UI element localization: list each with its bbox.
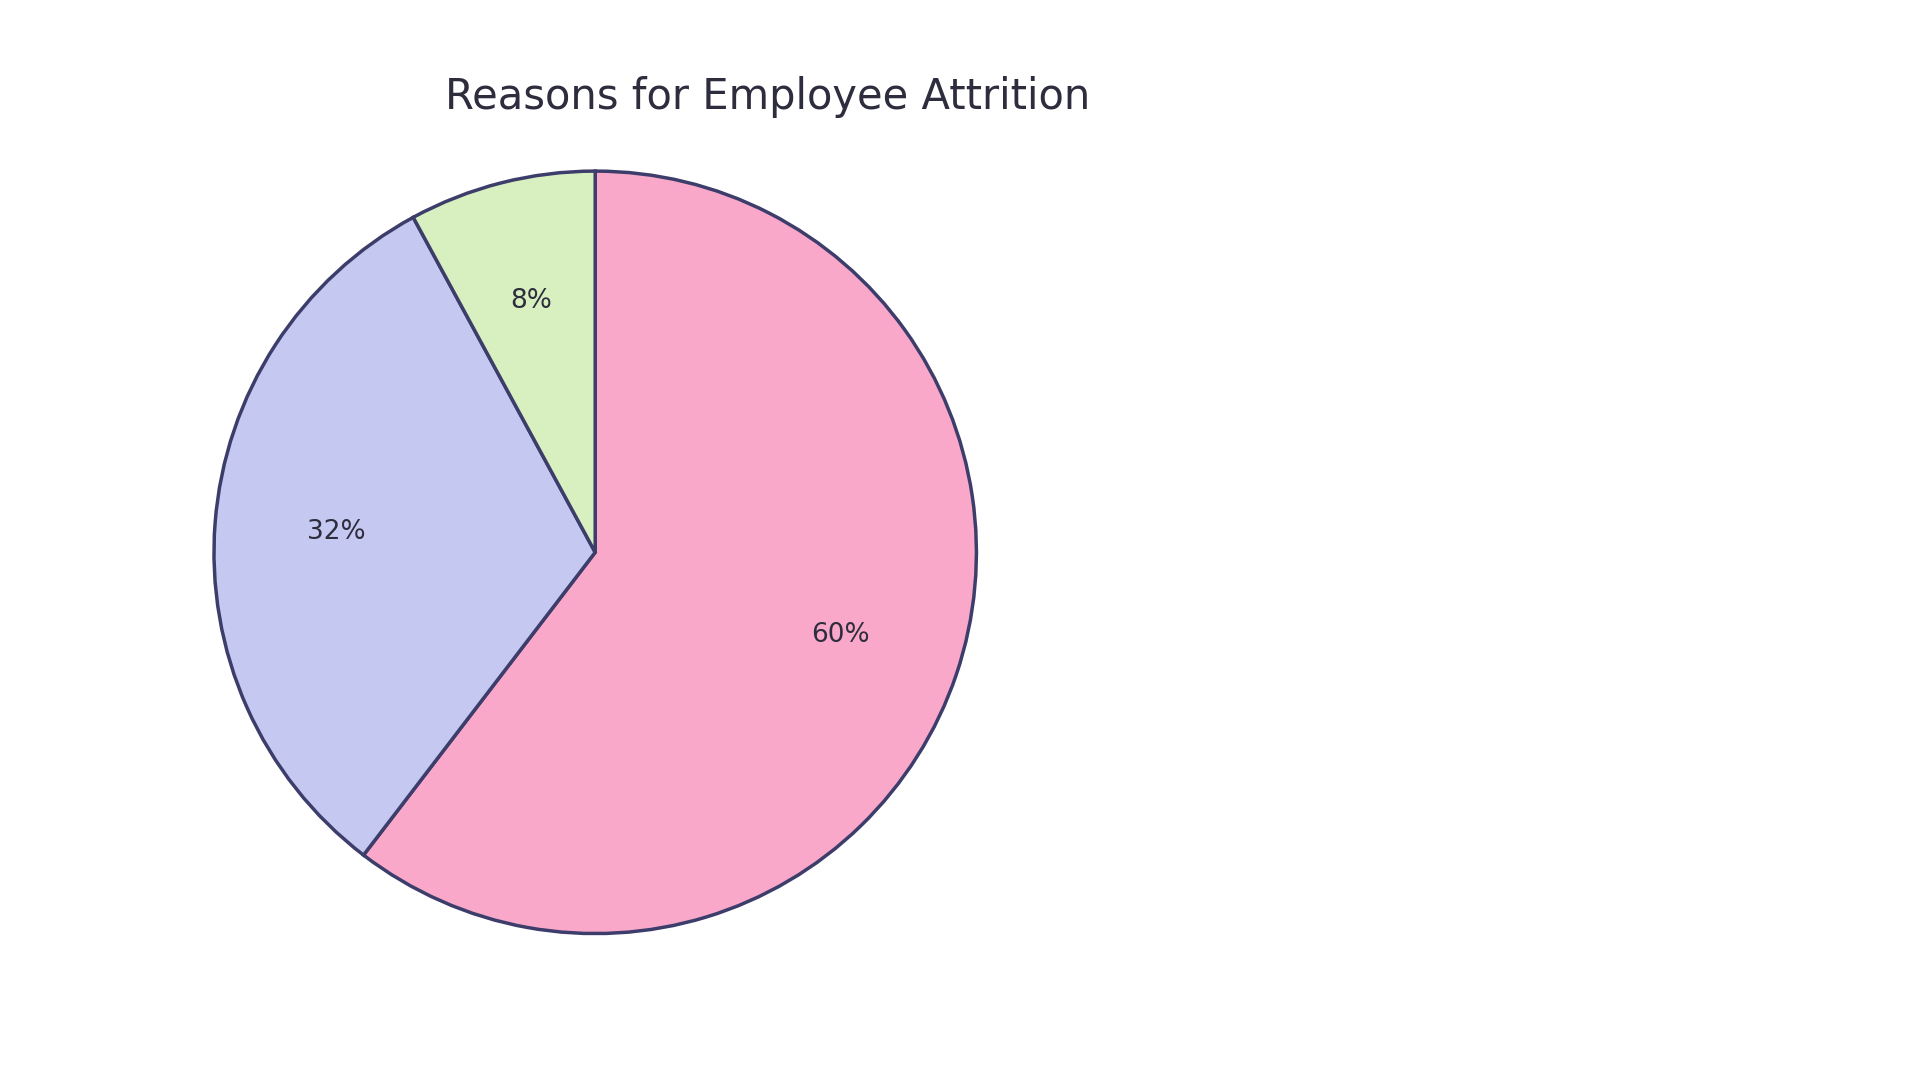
Wedge shape [363,171,977,934]
Wedge shape [213,218,595,856]
Text: 32%: 32% [307,519,367,545]
Text: 60%: 60% [812,623,870,649]
Text: Reasons for Employee Attrition: Reasons for Employee Attrition [445,76,1091,118]
Text: 8%: 8% [511,288,553,314]
Legend: Lack of Appreciation, Engagement and Culture Issues, Monetary Concerns: Lack of Appreciation, Engagement and Cul… [1164,456,1626,627]
Wedge shape [413,171,595,552]
